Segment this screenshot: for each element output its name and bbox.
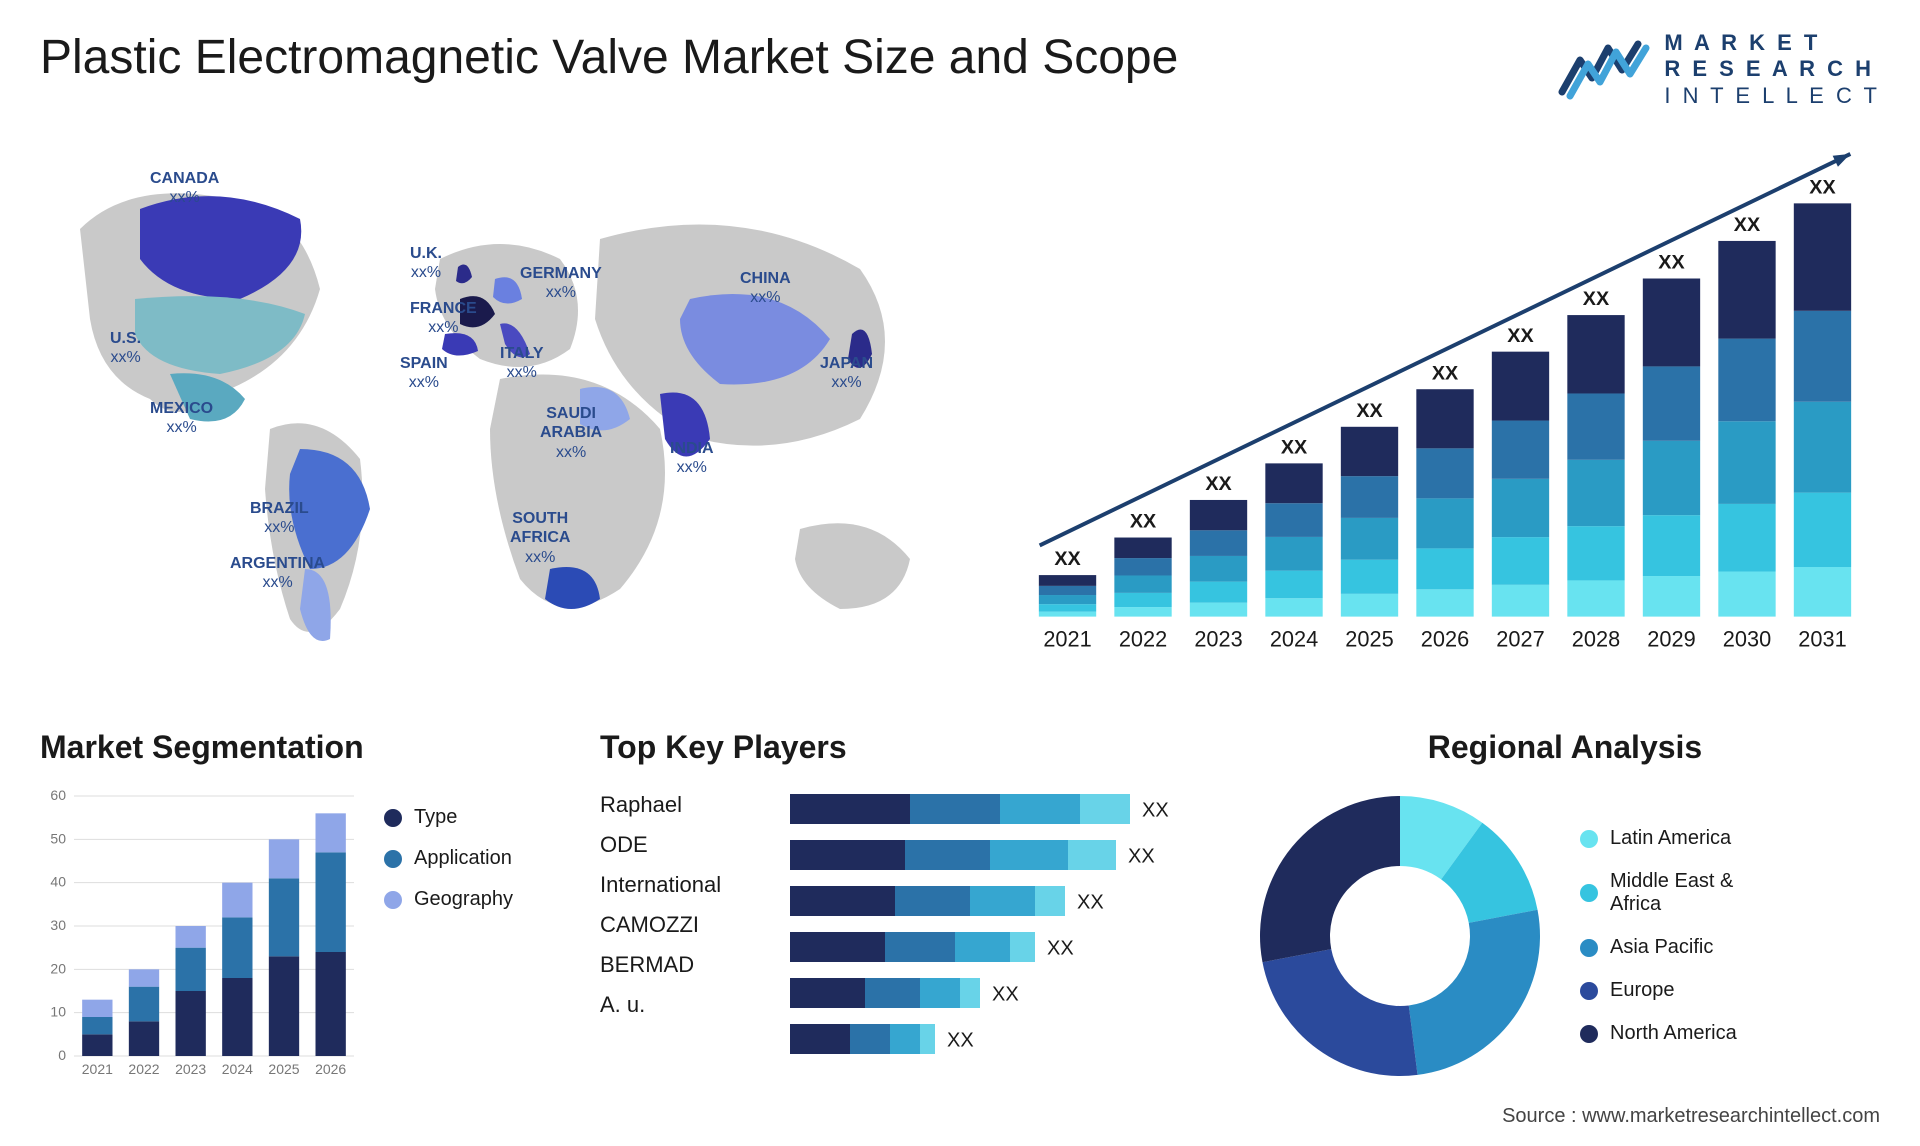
- players-panel: Top Key Players Raphael ODE International C…: [600, 729, 1210, 1086]
- svg-text:XX: XX: [1281, 437, 1308, 459]
- segmentation-panel: Market Segmentation 0 10 20 30 40 50 60 2021 202…: [40, 729, 560, 1086]
- svg-text:2021: 2021: [82, 1061, 113, 1077]
- svg-text:30: 30: [50, 917, 66, 933]
- svg-text:60: 60: [50, 787, 66, 803]
- svg-text:40: 40: [50, 874, 66, 890]
- svg-text:2023: 2023: [175, 1061, 206, 1077]
- svg-text:XX: XX: [1809, 177, 1836, 199]
- svg-text:2022: 2022: [128, 1061, 159, 1077]
- svg-text:2024: 2024: [1270, 626, 1318, 651]
- map-label-germany: GERMANYxx%: [520, 264, 602, 302]
- svg-text:2029: 2029: [1647, 626, 1695, 651]
- brand-logo: M A R K E T R E S E A R C H I N T E L L …: [1558, 30, 1880, 109]
- svg-text:XX: XX: [1583, 288, 1610, 310]
- svg-text:XX: XX: [1734, 214, 1761, 236]
- map-label-u-k-: U.K.xx%: [410, 244, 442, 282]
- regional-legend-item: Middle East & Africa: [1580, 870, 1737, 916]
- svg-text:2028: 2028: [1572, 626, 1620, 651]
- page-title: Plastic Electromagnetic Valve Market Siz…: [40, 30, 1178, 85]
- svg-text:2025: 2025: [1345, 626, 1393, 651]
- growth-chart-panel: XX 2021 XX 2022 XX 2023 XX 2024 XX 2025 XX 2026 XX 20…: [1010, 139, 1880, 679]
- svg-text:2030: 2030: [1723, 626, 1771, 651]
- player-name: Raphael: [600, 792, 770, 818]
- svg-text:2031: 2031: [1798, 626, 1846, 651]
- growth-bar-chart: XX 2021 XX 2022 XX 2023 XX 2024 XX 2025 XX 2026 XX 20…: [1010, 139, 1880, 679]
- map-label-india: INDIAxx%: [670, 439, 714, 477]
- player-name: BERMAD: [600, 952, 770, 978]
- svg-text:XX: XX: [1128, 845, 1155, 867]
- svg-text:20: 20: [50, 961, 66, 977]
- seg-legend-application: Application: [384, 847, 513, 870]
- svg-text:XX: XX: [1507, 325, 1534, 347]
- svg-text:XX: XX: [1432, 363, 1459, 385]
- player-name: CAMOZZI: [600, 912, 770, 938]
- svg-text:XX: XX: [1356, 400, 1383, 422]
- svg-text:10: 10: [50, 1004, 66, 1020]
- svg-text:XX: XX: [1142, 799, 1169, 821]
- map-label-japan: JAPANxx%: [820, 354, 873, 392]
- world-map-panel: CANADAxx% U.S.xx% MEXICOxx% BRAZILxx% ARGENT…: [40, 139, 960, 679]
- svg-text:XX: XX: [1054, 548, 1081, 570]
- regional-donut-chart: [1250, 786, 1550, 1086]
- regional-panel: Regional Analysis Latin America Middle Ea…: [1250, 729, 1880, 1086]
- segmentation-legend: Type Application Geography: [384, 786, 513, 1086]
- map-label-france: FRANCExx%: [410, 299, 477, 337]
- map-label-spain: SPAINxx%: [400, 354, 448, 392]
- svg-text:XX: XX: [947, 1029, 974, 1051]
- map-label-italy: ITALYxx%: [500, 344, 544, 382]
- players-hbar-chart: XX XX XX XX XX XX: [790, 786, 1210, 1076]
- map-label-canada: CANADAxx%: [150, 169, 219, 207]
- players-names: Raphael ODE International CAMOZZI BERMAD A. u…: [600, 786, 770, 1076]
- regional-title: Regional Analysis: [1250, 729, 1880, 766]
- logo-text: M A R K E T R E S E A R C H I N T E L L …: [1664, 30, 1880, 109]
- players-title: Top Key Players: [600, 729, 1210, 766]
- svg-text:XX: XX: [992, 983, 1019, 1005]
- regional-legend: Latin America Middle East & Africa Asia Pa…: [1580, 827, 1737, 1045]
- svg-text:2025: 2025: [268, 1061, 299, 1077]
- svg-text:2026: 2026: [1421, 626, 1469, 651]
- svg-text:0: 0: [58, 1047, 66, 1063]
- svg-text:2021: 2021: [1043, 626, 1091, 651]
- svg-text:2023: 2023: [1194, 626, 1242, 651]
- map-label-mexico: MEXICOxx%: [150, 399, 213, 437]
- map-label-saudi-arabia: SAUDIARABIAxx%: [540, 404, 602, 462]
- svg-text:2026: 2026: [315, 1061, 346, 1077]
- svg-text:XX: XX: [1047, 937, 1074, 959]
- svg-text:2027: 2027: [1496, 626, 1544, 651]
- seg-legend-type: Type: [384, 806, 513, 829]
- player-name: ODE: [600, 832, 770, 858]
- logo-mark-icon: [1558, 40, 1650, 100]
- map-label-argentina: ARGENTINAxx%: [230, 554, 325, 592]
- map-label-brazil: BRAZILxx%: [250, 499, 309, 537]
- map-label-u-s-: U.S.xx%: [110, 329, 141, 367]
- svg-text:50: 50: [50, 831, 66, 847]
- player-name: A. u.: [600, 992, 770, 1018]
- regional-legend-item: Asia Pacific: [1580, 936, 1737, 959]
- segmentation-bar-chart: 0 10 20 30 40 50 60 2021 2022 2023 2024 2025 2026: [40, 786, 360, 1086]
- regional-legend-item: North America: [1580, 1022, 1737, 1045]
- svg-text:XX: XX: [1658, 252, 1685, 274]
- svg-text:XX: XX: [1205, 473, 1232, 495]
- seg-legend-geography: Geography: [384, 888, 513, 911]
- svg-text:2022: 2022: [1119, 626, 1167, 651]
- map-label-south-africa: SOUTHAFRICAxx%: [510, 509, 570, 567]
- regional-legend-item: Latin America: [1580, 827, 1737, 850]
- svg-text:XX: XX: [1130, 511, 1157, 533]
- svg-text:XX: XX: [1077, 891, 1104, 913]
- map-label-china: CHINAxx%: [740, 269, 791, 307]
- player-name: International: [600, 872, 770, 898]
- svg-text:2024: 2024: [222, 1061, 253, 1077]
- source-text: Source : www.marketresearchintellect.com: [1502, 1105, 1880, 1128]
- segmentation-title: Market Segmentation: [40, 729, 560, 766]
- regional-legend-item: Europe: [1580, 979, 1737, 1002]
